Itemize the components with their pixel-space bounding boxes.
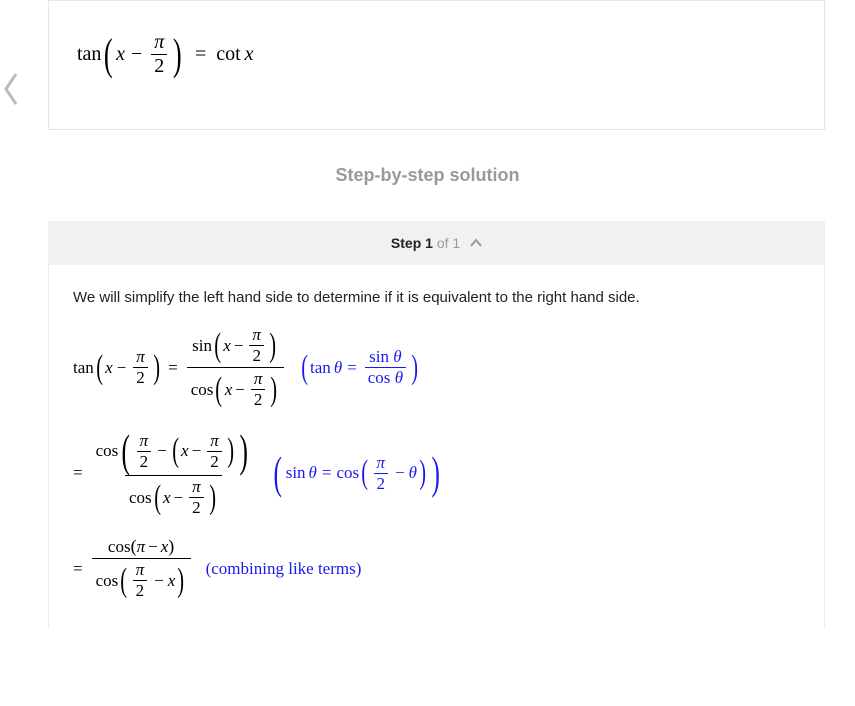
paren-l: ( [96,351,103,385]
equation-line-2: = cos ( π2 − ( x − π2 ) ) cos ( x [73,427,800,519]
step-body: We will simplify the left hand side to d… [48,265,825,628]
var-x: x [116,43,125,66]
eq: = [73,463,83,483]
combined-frac: cos ( π − x ) cos ( π2 − x ) [92,535,191,602]
annotation-combining: (combining like terms) [206,559,362,579]
equals: = [195,43,206,66]
paren-right: ) [173,33,182,77]
x: x [105,358,113,378]
annotation-cofunction: ( sin θ = cos ( π2 − θ ) ) [270,450,443,496]
tan: tan [73,358,94,378]
pi-2: π 2 [133,347,148,388]
equation-line-1: tan ( x − π 2 ) = sin ( x − π2 ) co [73,324,800,411]
eq: = [73,559,83,579]
paren-left: ( [104,33,113,77]
annotation-tan-identity: ( tan θ = sin θ cos θ ) [299,347,421,388]
intro-text: We will simplify the left hand side to d… [73,289,800,306]
cos-cofunction-frac: cos ( π2 − ( x − π2 ) ) cos ( x − π2 [92,427,256,519]
eq: = [168,358,178,378]
problem-statement: tan ( x − π 2 ) = cot x [48,0,825,130]
var-x-rhs: x [245,43,254,66]
step-label: Step 1 [391,235,433,251]
cot-text: cot [216,43,240,66]
chevron-up-icon[interactable] [470,235,482,251]
equation-line-3: = cos ( π − x ) cos ( π2 − x ) [73,535,800,602]
page-container: tan ( x − π 2 ) = cot x Step-by-step sol… [0,0,855,628]
step-header[interactable]: Step 1 of 1 [48,221,825,265]
minus: − [131,43,142,66]
sin-over-cos: sin ( x − π2 ) cos ( x − π2 ) [187,324,284,411]
problem-equation: tan ( x − π 2 ) = cot x [77,31,796,78]
pi-over-2: π 2 [151,31,167,78]
paren-r: ) [153,351,160,385]
tan-text: tan [77,43,101,66]
solution-title: Step-by-step solution [0,165,855,186]
minus: − [117,358,127,378]
back-chevron-icon[interactable] [0,70,22,113]
step-of: of 1 [437,235,460,251]
